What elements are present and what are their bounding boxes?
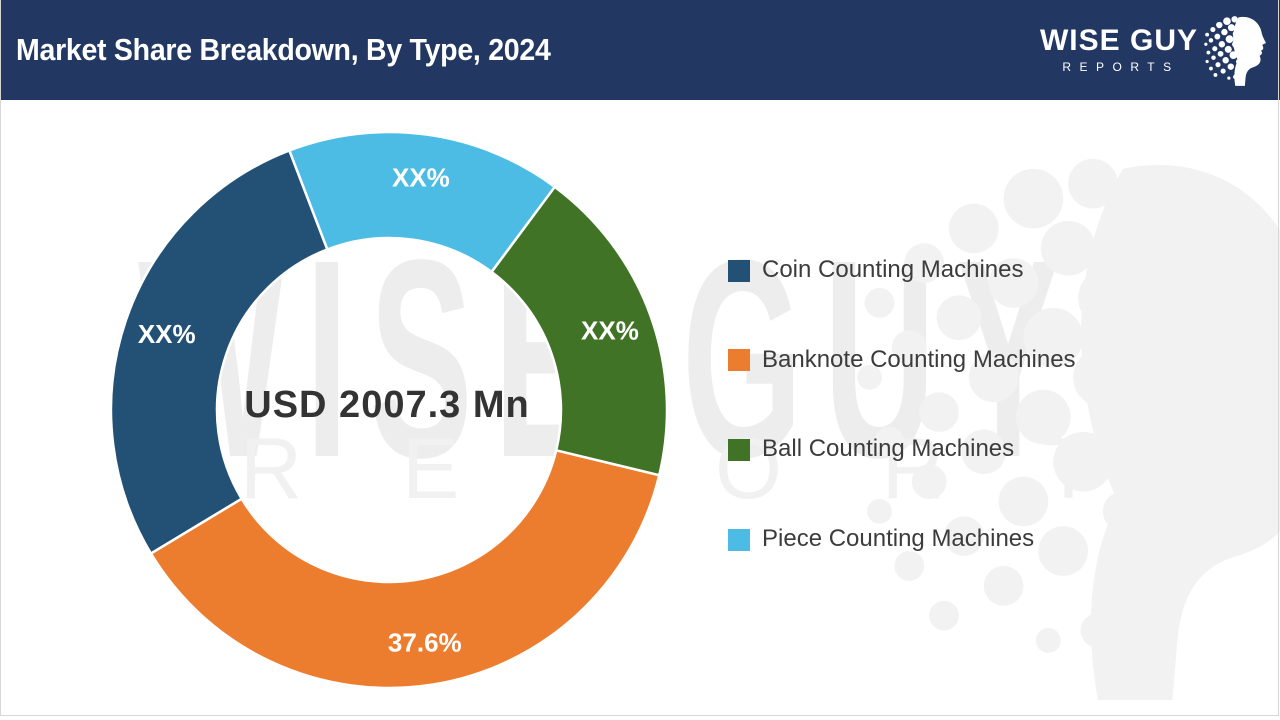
donut-segment-banknote bbox=[149, 449, 661, 690]
legend-swatch-piece bbox=[728, 528, 750, 551]
donut-segment-coin bbox=[109, 149, 329, 555]
legend-swatch-ball bbox=[728, 438, 750, 461]
legend-swatch-coin bbox=[728, 259, 750, 282]
wiseguy-face-icon bbox=[1204, 16, 1266, 86]
logo-text: WISE GUY REPORTS bbox=[1039, 24, 1198, 75]
legend-item-piece: Piece Counting Machines bbox=[728, 525, 1076, 553]
wiseguy-logo: WISE GUY REPORTS bbox=[1040, 13, 1266, 87]
legend-label-banknote: Banknote Counting Machines bbox=[762, 345, 1076, 373]
legend-label-ball: Ball Counting Machines bbox=[762, 435, 1015, 463]
segment-value-label-coin: XX% bbox=[138, 319, 196, 349]
chart-legend: Coin Counting Machines Banknote Counting… bbox=[728, 256, 1076, 552]
legend-swatch-banknote bbox=[728, 349, 750, 372]
legend-item-coin: Coin Counting Machines bbox=[728, 256, 1076, 284]
legend-label-coin: Coin Counting Machines bbox=[762, 256, 1024, 283]
legend-label-piece: Piece Counting Machines bbox=[762, 524, 1035, 552]
chart-area: WISE GUY R E P O R T S XX% 37.6% XX% XX% US… bbox=[0, 100, 1280, 720]
segment-value-label-ball: XX% bbox=[581, 315, 639, 345]
donut-segment-piece bbox=[288, 130, 556, 274]
chart-center-value: USD 2007.3 Mn bbox=[244, 384, 530, 426]
logo-subtitle: REPORTS bbox=[1062, 60, 1180, 74]
legend-item-ball: Ball Counting Machines bbox=[728, 435, 1076, 463]
segment-value-label-piece: XX% bbox=[392, 163, 450, 193]
legend-item-banknote: Banknote Counting Machines bbox=[728, 346, 1076, 374]
page-title: Market Share Breakdown, By Type, 2024 bbox=[16, 32, 551, 67]
header-bar: Market Share Breakdown, By Type, 2024 WI… bbox=[0, 0, 1280, 100]
donut-segment-ball bbox=[490, 185, 669, 477]
logo-wordmark: WISE GUY bbox=[1039, 24, 1198, 57]
segment-value-label-banknote: 37.6% bbox=[388, 628, 462, 658]
watermark-face-icon bbox=[857, 158, 1280, 700]
donut-chart: XX% 37.6% XX% XX% bbox=[109, 130, 669, 690]
